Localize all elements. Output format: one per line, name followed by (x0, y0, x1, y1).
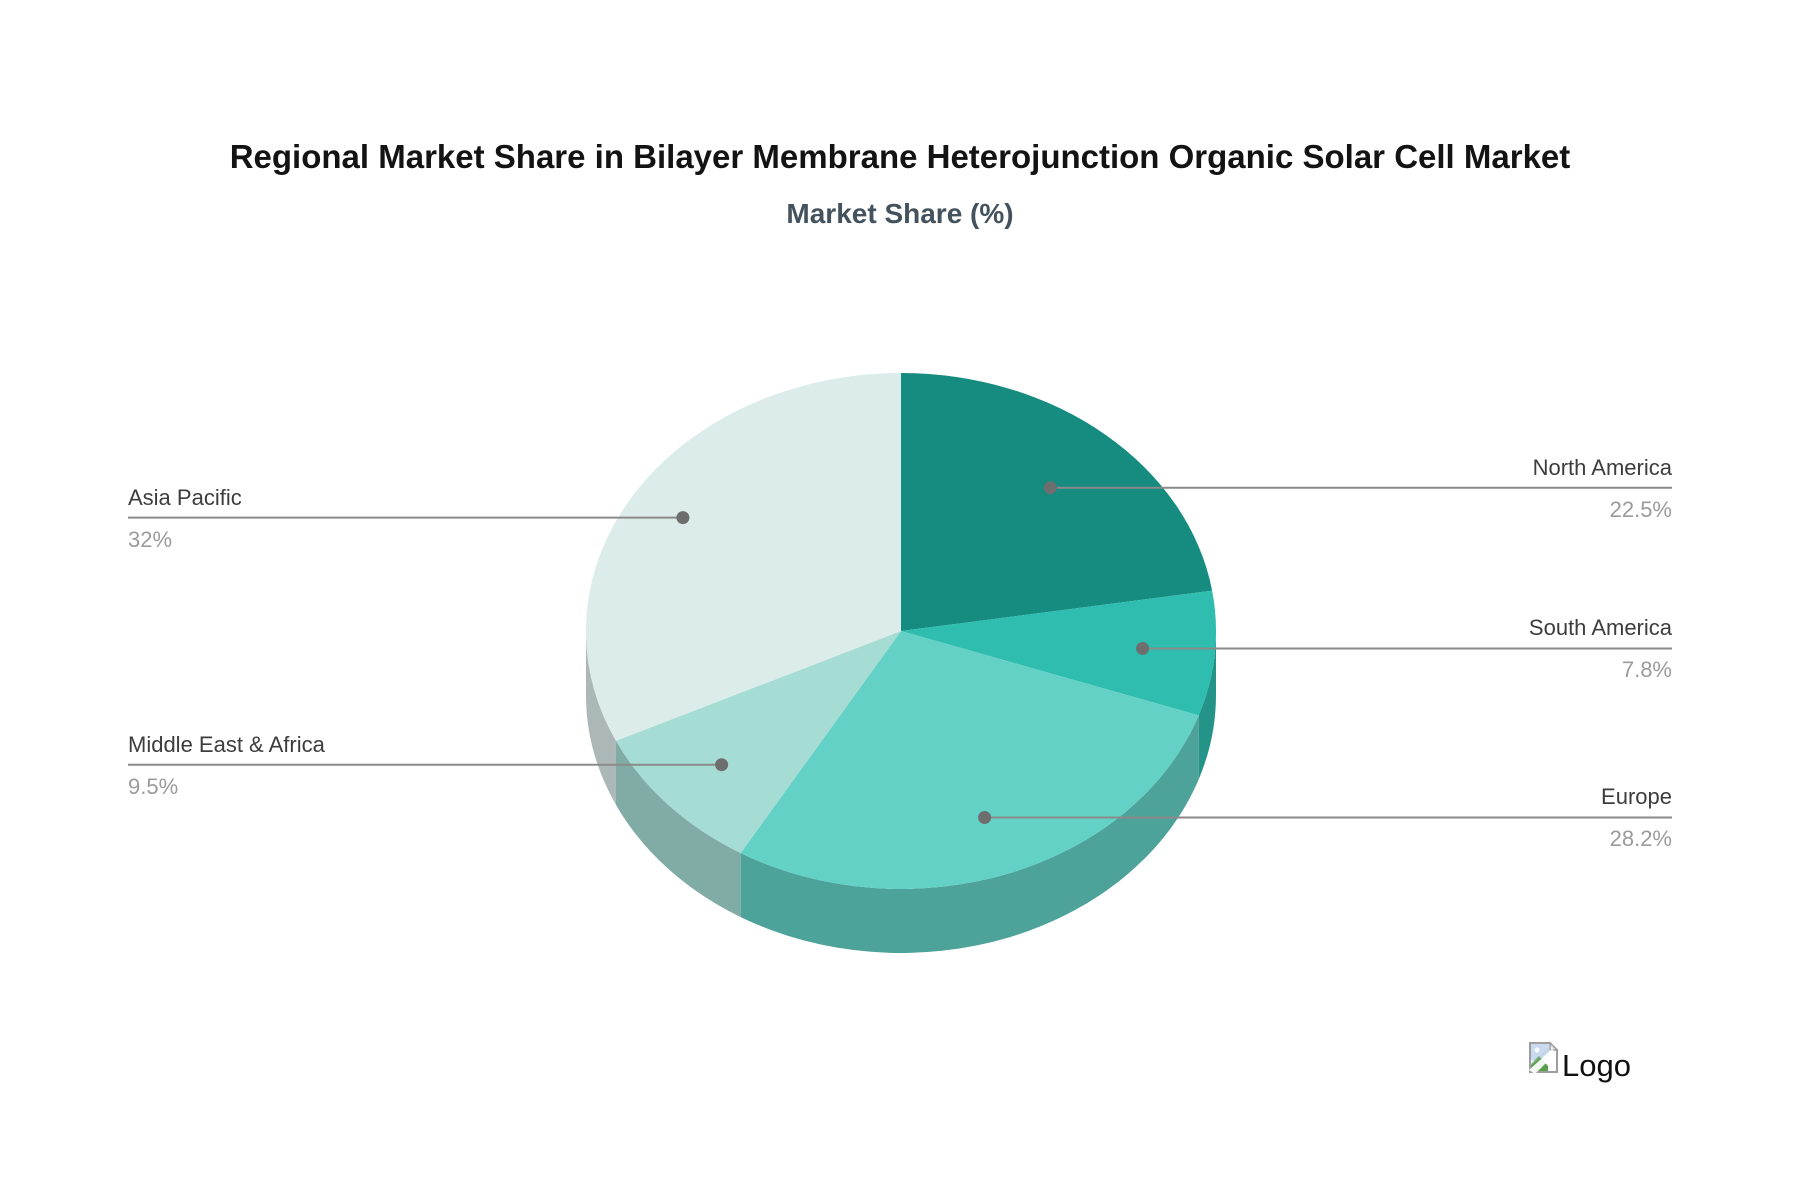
slice-label: Asia Pacific (128, 484, 242, 510)
pie-slice-south-america[interactable] (901, 590, 1216, 716)
slice-label-block-south-america: South America 7.8% (1529, 614, 1672, 683)
pie-slice-side-middle-east-africa (615, 740, 741, 918)
slice-value: 7.8% (1621, 657, 1672, 683)
broken-image-icon (1529, 1041, 1559, 1074)
pie-slice-side-europe (740, 715, 1199, 953)
logo-alt-text: Logo (1562, 1048, 1631, 1083)
slice-value: 32% (128, 526, 173, 552)
slice-label: Europe (1601, 784, 1672, 810)
pie-slice-europe[interactable] (740, 631, 1199, 889)
slice-value: 9.5% (128, 773, 179, 799)
logo-block: Logo (1528, 1040, 1631, 1081)
pie-slice-north-america[interactable] (901, 373, 1213, 631)
leader-dot-asia-pacific (676, 511, 690, 525)
leader-dot-north-america (1043, 481, 1057, 495)
leader-dot-europe (978, 810, 992, 824)
slice-value: 28.2% (1609, 826, 1672, 852)
slice-label-block-north-america: North America 22.5% (1533, 454, 1672, 523)
slice-label-block-europe: Europe 28.2% (1601, 783, 1672, 852)
slice-label-block-middle-east-africa: Middle East & Africa 9.5% (128, 731, 325, 800)
slice-label: Middle East & Africa (128, 731, 325, 757)
slice-label: South America (1528, 615, 1672, 641)
pie-slice-asia-pacific[interactable] (586, 373, 901, 741)
leader-dot-middle-east-africa (715, 758, 729, 772)
slice-label-block-asia-pacific: Asia Pacific 32% (128, 484, 242, 553)
slice-value: 22.5% (1609, 496, 1672, 522)
leader-dot-south-america (1136, 641, 1150, 655)
pie-slice-side-south-america (1198, 631, 1216, 780)
slice-label: North America (1532, 454, 1672, 480)
chart-subtitle: Market Share (%) (786, 198, 1014, 229)
chart-title: Regional Market Share in Bilayer Membran… (229, 138, 1571, 175)
pie-slice-side-asia-pacific (586, 631, 616, 805)
pie-slice-middle-east-africa[interactable] (615, 631, 901, 854)
